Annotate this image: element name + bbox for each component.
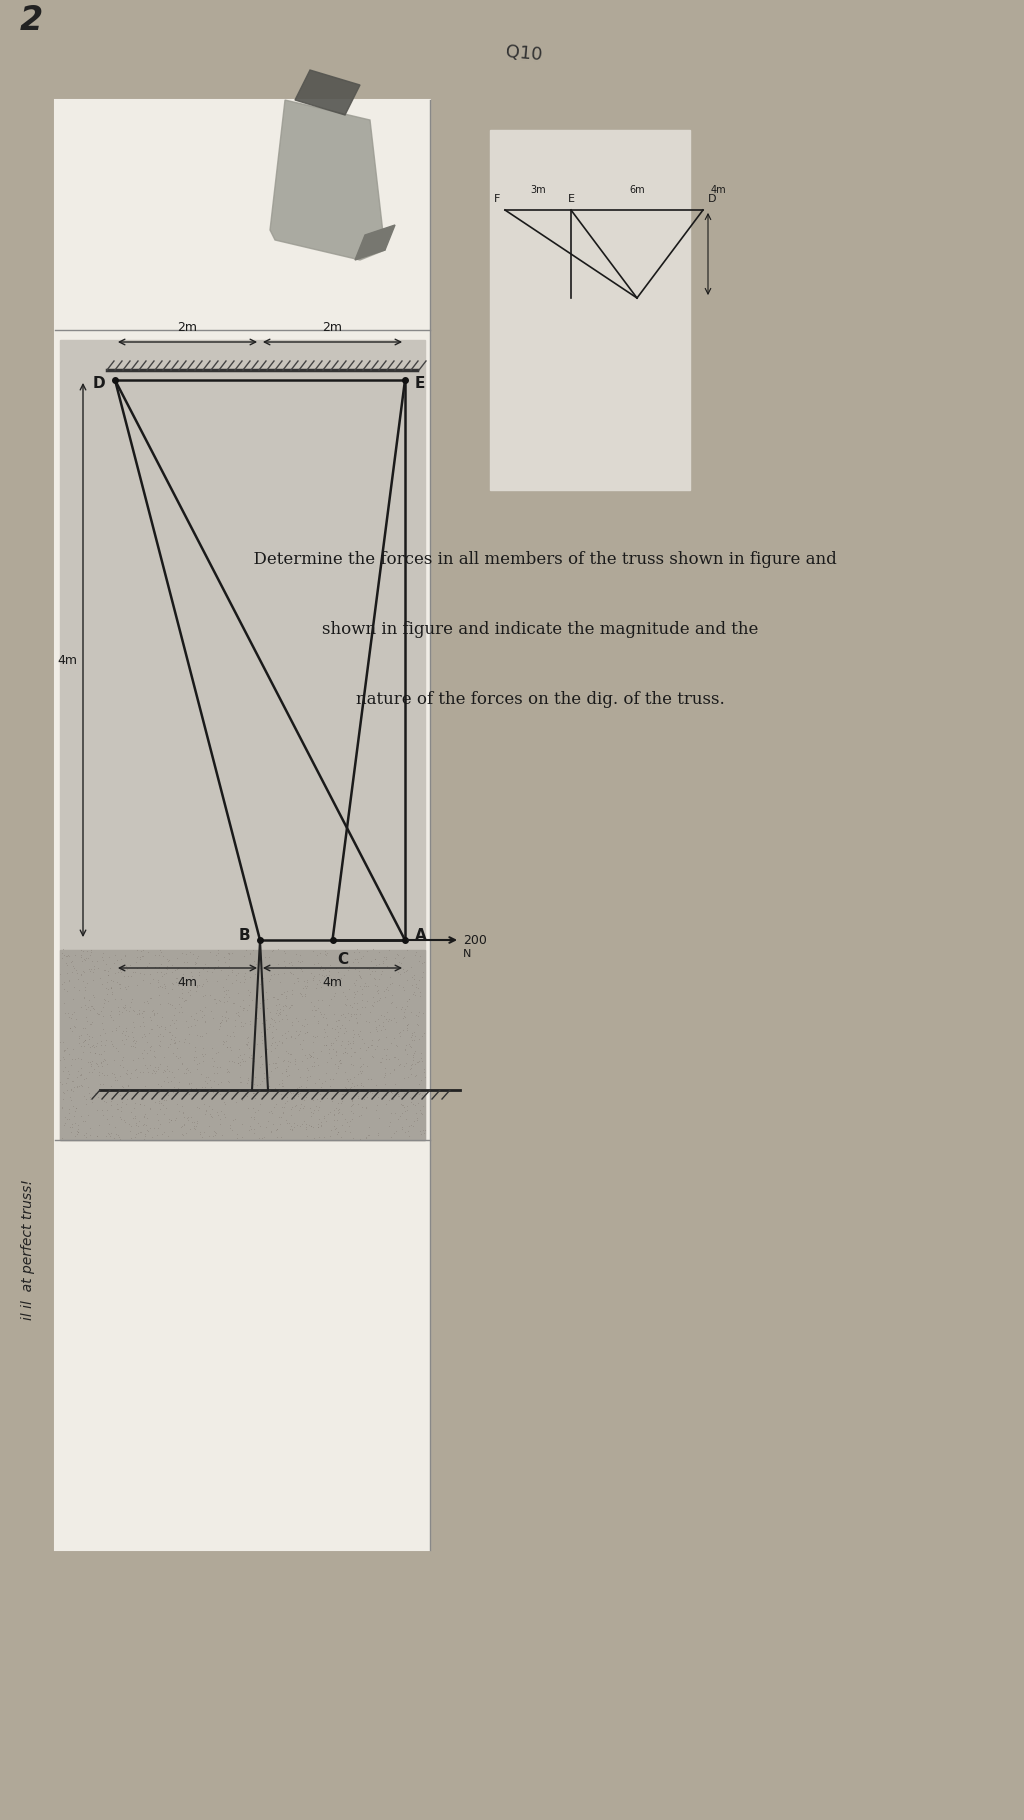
Text: 4m: 4m (323, 976, 342, 988)
Text: 2m: 2m (177, 320, 198, 335)
Text: C: C (338, 952, 348, 966)
Text: B: B (239, 928, 250, 943)
Text: 4m: 4m (711, 186, 727, 195)
Text: 4m: 4m (177, 976, 198, 988)
Polygon shape (270, 100, 385, 260)
Text: 2m: 2m (323, 320, 342, 335)
Text: shown in figure and indicate the magnitude and the: shown in figure and indicate the magnitu… (322, 621, 758, 639)
Text: 3m: 3m (530, 186, 546, 195)
Bar (55, 100, 430, 1551)
Text: il il  at perfect truss!: il il at perfect truss! (22, 1179, 35, 1320)
Text: E: E (567, 195, 574, 204)
Text: 200: 200 (463, 934, 486, 946)
Polygon shape (355, 226, 395, 260)
Text: A: A (415, 928, 427, 943)
Polygon shape (295, 69, 360, 115)
Text: D: D (708, 195, 717, 204)
Text: 2: 2 (20, 4, 43, 36)
Text: N: N (463, 948, 471, 959)
Text: 4m: 4m (57, 653, 77, 666)
Bar (490, 129, 690, 490)
Text: nature of the forces on the dig. of the truss.: nature of the forces on the dig. of the … (355, 692, 724, 708)
Bar (60, 340, 425, 1139)
Text: Q10: Q10 (505, 44, 543, 64)
Text: D: D (92, 377, 105, 391)
Text: E: E (415, 377, 425, 391)
Text: Determine the forces in all members of the truss shown in figure and: Determine the forces in all members of t… (243, 551, 837, 568)
Bar (60, 950, 425, 1139)
Text: F: F (494, 195, 500, 204)
Text: 6m: 6m (629, 186, 645, 195)
